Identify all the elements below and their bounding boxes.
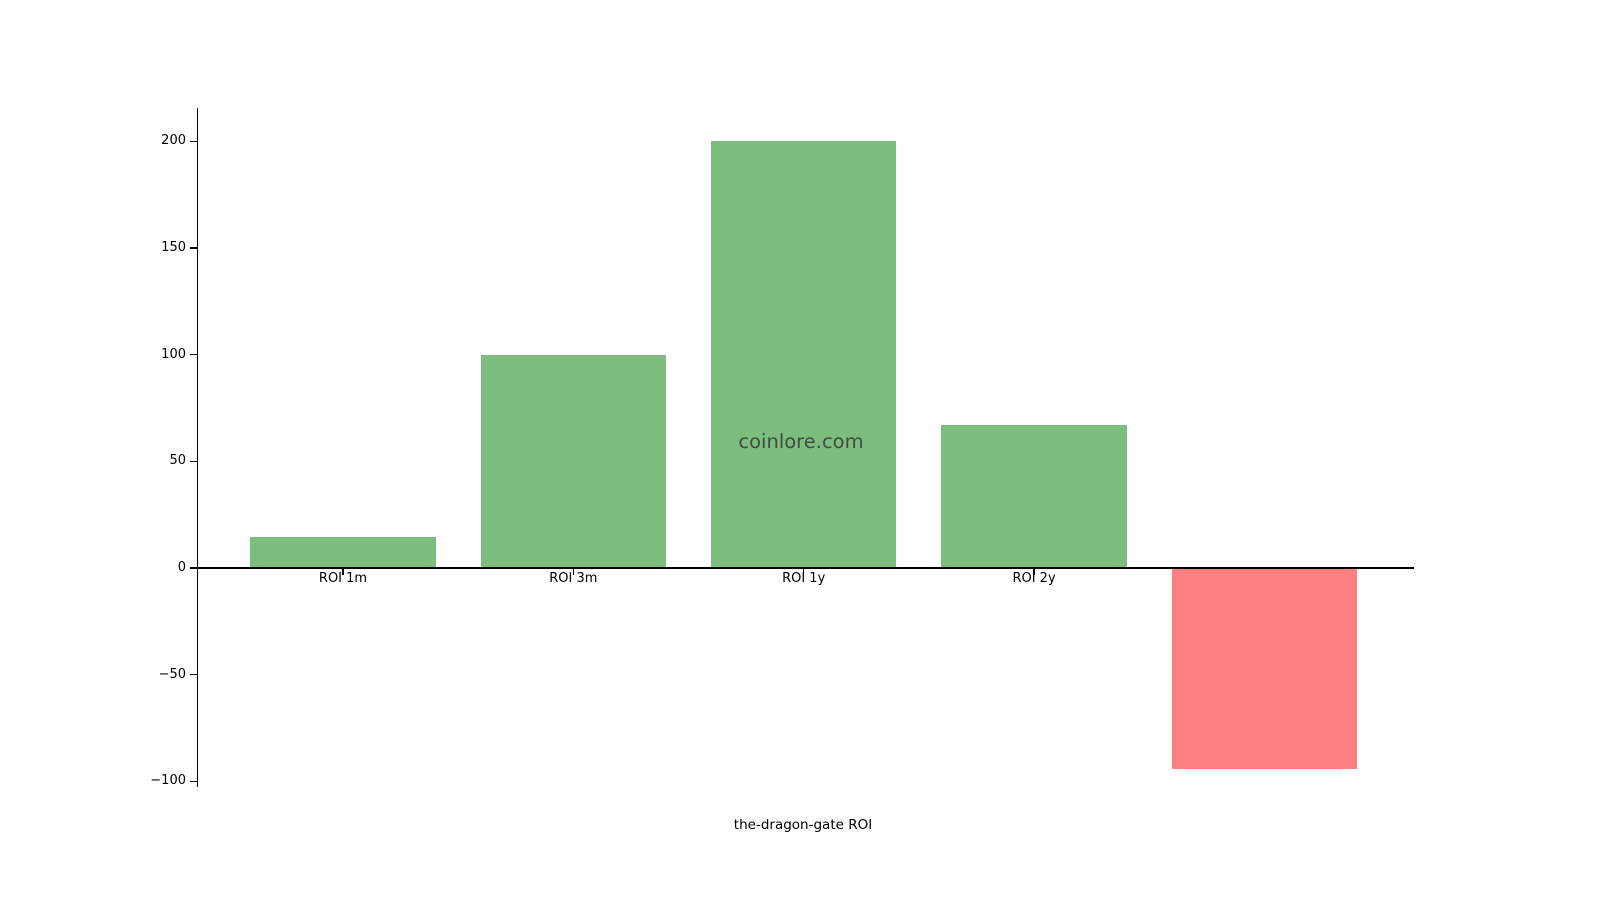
y-tick-label: 150 <box>161 240 186 255</box>
y-tick-label: −100 <box>150 773 186 789</box>
bar-unlabeled <box>1171 568 1358 769</box>
x-tick-mark <box>572 568 574 575</box>
x-axis-zero-line <box>196 567 1414 569</box>
y-tick-mark <box>190 567 197 569</box>
x-tick-label: ROI 1m <box>318 570 368 586</box>
y-tick-mark <box>190 140 197 142</box>
x-tick-mark <box>1033 568 1035 575</box>
y-tick-mark <box>190 247 197 249</box>
x-tick-mark <box>342 568 344 575</box>
y-tick-mark <box>190 460 197 462</box>
y-tick-mark <box>190 354 197 356</box>
y-tick-label: 100 <box>161 346 186 362</box>
chart-title: the-dragon-gate ROI <box>733 817 873 833</box>
y-tick-label: 0 <box>177 560 186 575</box>
y-tick-label: 200 <box>161 133 186 149</box>
x-tick-mark <box>803 568 805 575</box>
y-axis-spine <box>196 108 198 787</box>
bar-roi-3m <box>480 354 667 568</box>
y-tick-mark <box>190 780 197 782</box>
y-tick-mark <box>190 674 197 676</box>
bar-roi-2y <box>941 425 1127 568</box>
y-tick-label: −50 <box>158 666 186 682</box>
y-tick-label: 50 <box>169 453 186 469</box>
x-tick-label: ROI 3m <box>549 570 598 586</box>
x-tick-label: ROI 2y <box>1012 570 1056 586</box>
watermark-text: coinlore.com <box>738 430 864 453</box>
bar-roi-1m <box>250 537 436 568</box>
bar-roi-1y <box>710 141 897 568</box>
x-tick-label: ROI 1y <box>782 570 826 586</box>
